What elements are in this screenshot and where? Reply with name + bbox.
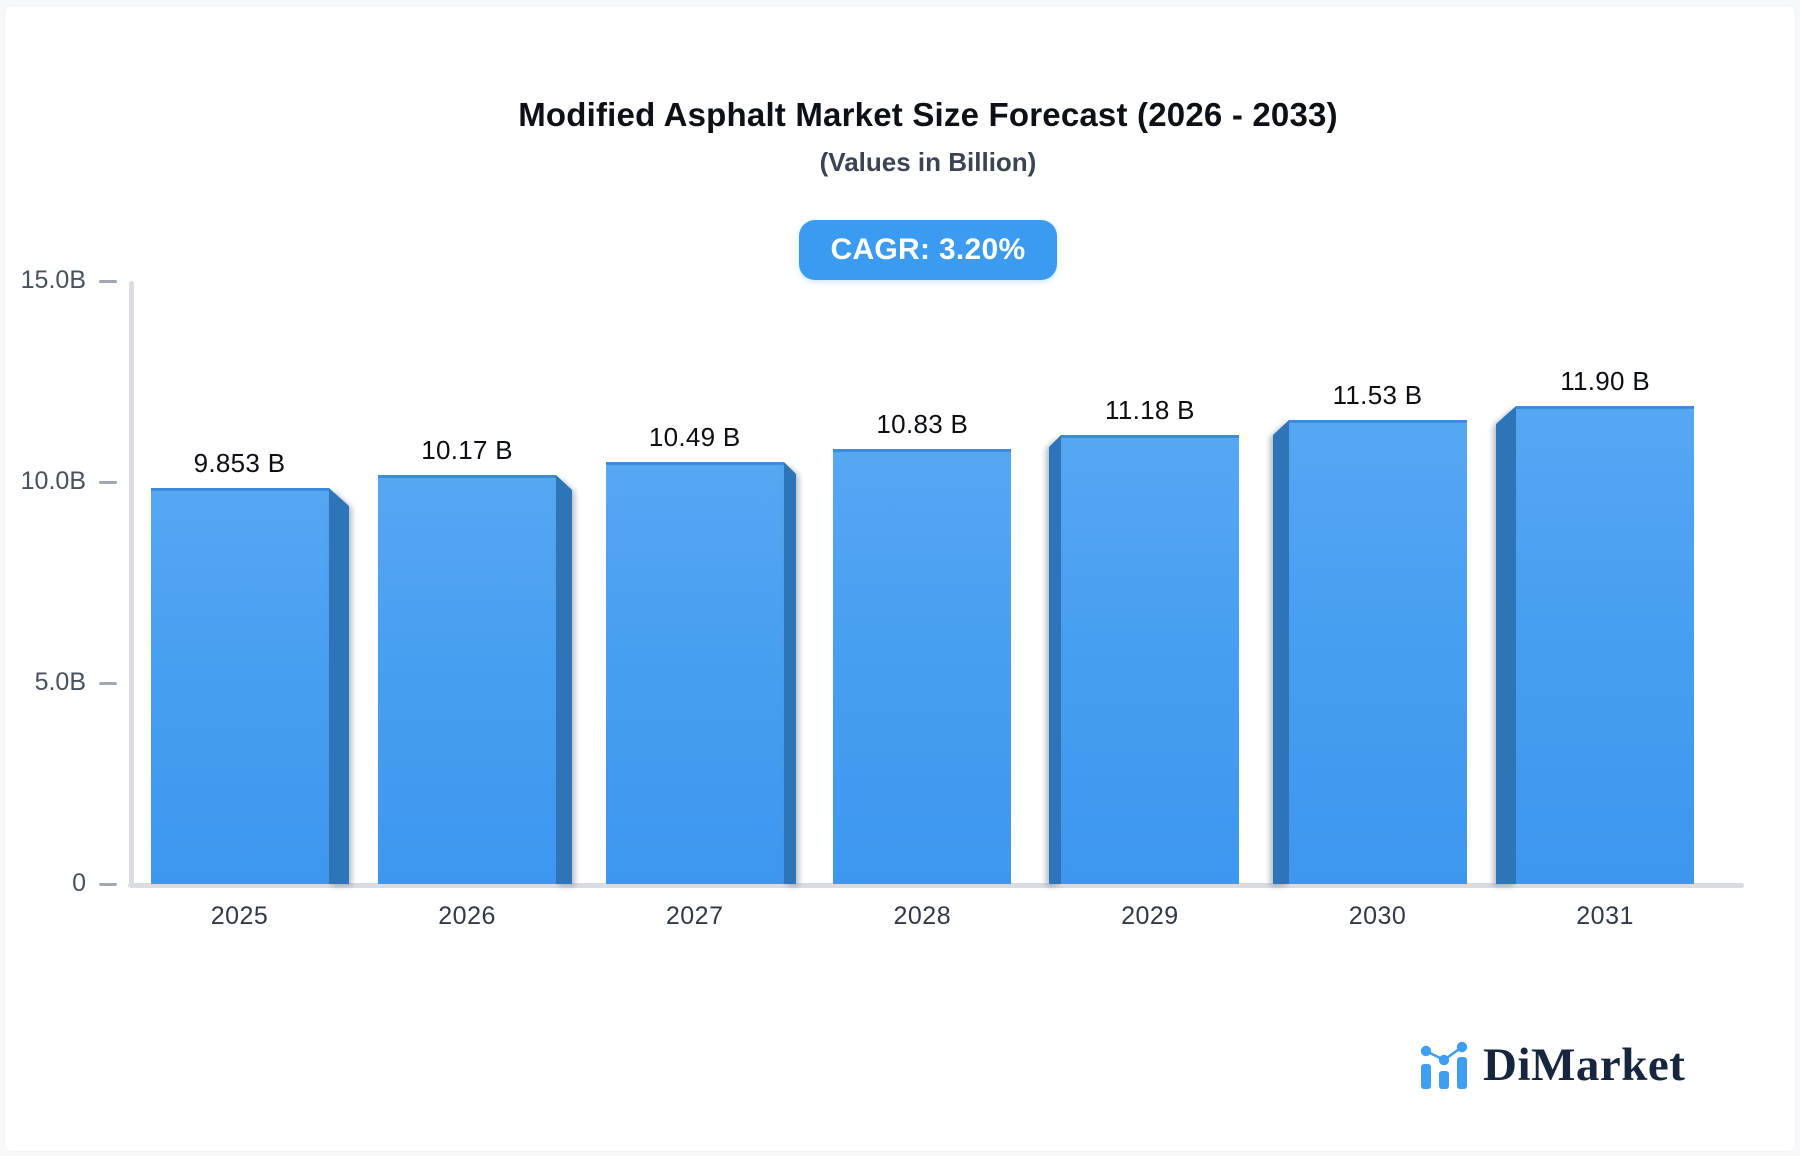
bar-face	[1516, 406, 1695, 884]
brand-logo: DiMarket	[1418, 1038, 1685, 1092]
y-tick-label: 15.0B	[20, 266, 86, 294]
bar-face	[1060, 435, 1239, 884]
bar-2030	[1272, 420, 1467, 884]
chart-title: Modified Asphalt Market Size Forecast (2…	[518, 96, 1338, 133]
brand-logo-icon	[1420, 1041, 1468, 1089]
y-tick-label: 10.0B	[20, 467, 86, 495]
chart-subtitle: (Values in Billion)	[819, 147, 1037, 177]
bar-value-label: 10.83 B	[876, 409, 969, 439]
bar-2031	[1496, 406, 1695, 884]
bar-side-face	[1048, 435, 1061, 884]
x-axis-label: 2027	[665, 902, 724, 930]
bar-2026	[378, 475, 573, 884]
brand-logo-text: DiMarket	[1483, 1038, 1686, 1091]
bar-value-label: 10.17 B	[421, 435, 513, 465]
x-axis-label: 2028	[893, 902, 952, 930]
bar-face	[1288, 420, 1467, 884]
bar-face	[378, 475, 557, 884]
y-tick-mark	[99, 882, 117, 886]
bar-value-label: 10.49 B	[648, 422, 741, 452]
y-tick-mark	[99, 480, 117, 484]
bar-side-face	[1496, 406, 1517, 884]
bar-value-label: 11.90 B	[1560, 366, 1650, 396]
y-tick-mark	[99, 681, 117, 685]
y-axis-line	[129, 281, 134, 887]
bar-2029	[1048, 435, 1239, 884]
x-axis-label: 2026	[438, 902, 496, 930]
bar-face	[605, 462, 784, 884]
bar-2028	[833, 449, 1012, 884]
bar-value-label: 11.18 B	[1104, 395, 1195, 425]
x-axis-label: 2029	[1121, 902, 1179, 930]
bar-face	[833, 449, 1012, 884]
bar-side-face	[783, 462, 796, 884]
bar-value-label: 9.853 B	[193, 448, 286, 478]
bar-side-face	[328, 488, 349, 884]
x-axis-label: 2030	[1348, 902, 1407, 930]
bar-side-face	[1272, 420, 1289, 884]
x-axis-label: 2025	[210, 902, 269, 930]
y-tick-label: 5.0B	[34, 668, 86, 696]
bar-2027	[605, 462, 796, 884]
y-tick-mark	[99, 279, 117, 283]
bar-face	[150, 488, 329, 884]
bar-value-label: 11.53 B	[1332, 380, 1423, 410]
bar-side-face	[556, 475, 573, 884]
bar-2025	[150, 488, 349, 884]
x-axis-baseline	[128, 883, 1744, 888]
chart-header: Modified Asphalt Market Size Forecast (2…	[56, 96, 1800, 280]
cagr-badge: CAGR: 3.20%	[799, 220, 1057, 280]
x-axis-label: 2031	[1576, 902, 1634, 930]
y-tick-label: 0	[72, 869, 86, 897]
